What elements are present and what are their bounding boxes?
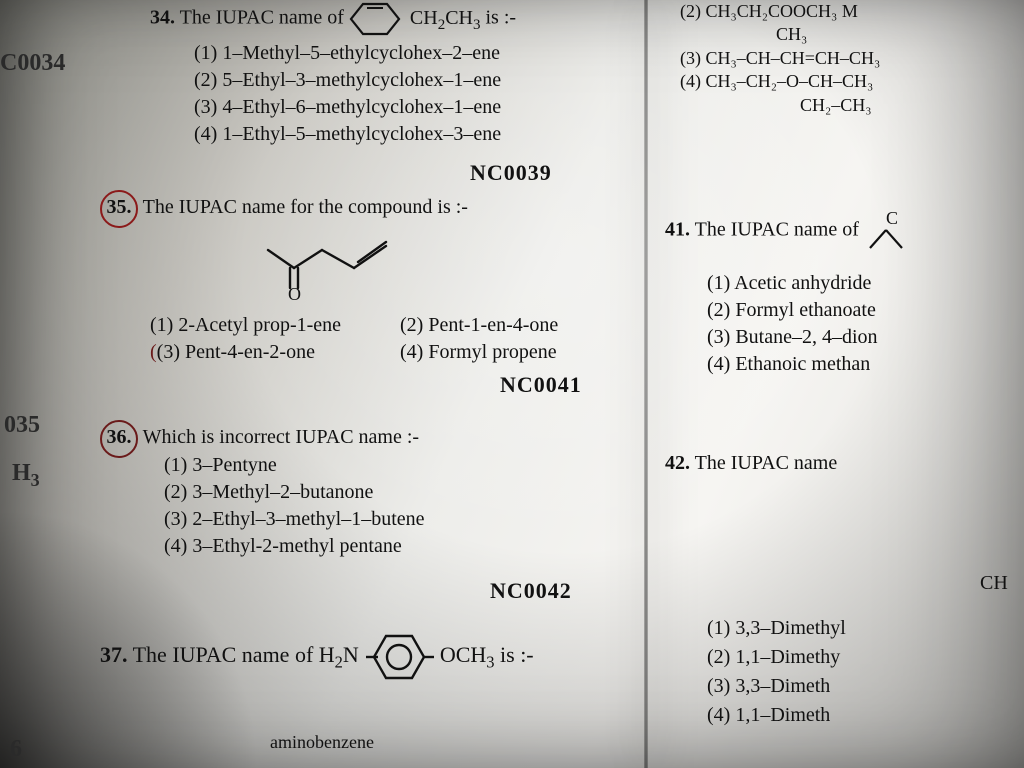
q35-opt4: (4) Formyl propene (400, 339, 558, 366)
q41-opt4: (4) Ethanoic methan (707, 351, 1024, 378)
och3-sub: 3 (486, 652, 494, 671)
q35-opts-right: (2) Pent-1-en-4-one (4) Formyl propene (400, 312, 558, 366)
q35-skeletal: O (260, 222, 410, 300)
q35-opt3-text: (3) Pent-4-en-2-one (157, 341, 315, 363)
q35-num-circle: 35. (100, 190, 138, 228)
q37-right-group: OCH3 (440, 642, 500, 667)
rt-opt3: (3) CH₃–CH–CH=CH–CH₃ (680, 47, 1020, 70)
margin-code-3: H3 (12, 460, 40, 491)
q34-hexagon (349, 0, 405, 38)
q36-stem: Which is incorrect IUPAC name :- (143, 426, 419, 448)
q34-stem-after: is :- (485, 7, 516, 29)
margin-code-4: 6 (10, 736, 22, 763)
h2-sub: 2 (335, 652, 343, 671)
q37-num: 37. (100, 642, 128, 667)
q41: 41. The IUPAC name of C (665, 210, 1024, 252)
o-label: O (288, 284, 301, 300)
q37-left-group: H2N (319, 642, 365, 667)
q41-frag: C (864, 210, 904, 252)
q34: 34. The IUPAC name of CH2CH3 is :- (150, 0, 670, 38)
rt-opt2: (2) CH₃CH₂COOCH₃ M (680, 0, 1020, 23)
right-top-opts: (2) CH₃CH₂COOCH₃ M CH₃ (3) CH₃–CH–CH=CH–… (680, 0, 1020, 117)
q34-ch2ch3: CH2CH3 (410, 7, 486, 29)
och-label: OCH (440, 642, 486, 667)
q34-code: NC0039 (470, 158, 552, 188)
rt-opt4: (4) CH₃–CH₂–O–CH–CH₃ (680, 70, 1020, 93)
q34-options: (1) 1–Methyl–5–ethylcyclohex–2–ene (2) 5… (130, 40, 694, 148)
q35-opt1: (1) 2-Acetyl prop-1-ene (150, 312, 341, 339)
q37-stem-before: The IUPAC name of (133, 642, 314, 667)
q42-num: 42. (665, 452, 690, 474)
q34-num: 34. (150, 7, 175, 29)
q36-opt4: (4) 3–Ethyl-2-methyl pentane (164, 533, 684, 560)
q34-opt1: (1) 1–Methyl–5–ethylcyclohex–2–ene (194, 40, 694, 67)
q42-stem: The IUPAC name (695, 452, 838, 474)
h-label: H (12, 460, 31, 486)
q41-opt2: (2) Formyl ethanoate (707, 297, 1024, 324)
q34-opt3: (3) 4–Ethyl–6–methylcyclohex–1–ene (194, 94, 694, 121)
q35-opts-left: (1) 2-Acetyl prop-1-ene ((3) Pent-4-en-2… (150, 312, 341, 366)
page: C0034 035 H3 6 34. The IUPAC name of CH2… (0, 0, 1024, 768)
q42-options: (1) 3,3–Dimethyl (2) 1,1–Dimethy (3) 3,3… (665, 614, 1024, 730)
q37-below: aminobenzene (270, 730, 374, 754)
n-label: N (343, 642, 359, 667)
q34-opt2: (2) 5–Ethyl–3–methylcyclohex–1–ene (194, 67, 694, 94)
q34-opt4: (4) 1–Ethyl–5–methylcyclohex–3–ene (194, 121, 694, 148)
q42-opt2: (2) 1,1–Dimethy (707, 643, 1024, 672)
q36-options: (1) 3–Pentyne (2) 3–Methyl–2–butanone (3… (100, 452, 684, 560)
svg-text:C: C (886, 210, 898, 228)
rt-ch2ch3: CH₂–CH₃ (680, 94, 1020, 117)
q42-opt1: (1) 3,3–Dimethyl (707, 614, 1024, 643)
ch-sub-2: 3 (473, 17, 481, 33)
q42-ch: CH (980, 570, 1008, 597)
q35-penmark: ( (150, 341, 157, 363)
h-label: H (319, 642, 335, 667)
ch-label-2: CH (445, 7, 473, 29)
q41-num: 41. (665, 219, 690, 241)
q35-opt3: ((3) Pent-4-en-2-one (150, 339, 341, 366)
q41-opt1: (1) Acetic anhydride (707, 270, 1024, 297)
q35-stem: The IUPAC name for the compound is :- (143, 196, 468, 218)
q37-stem-after: is :- (500, 642, 534, 667)
q42-opt4: (4) 1,1–Dimeth (707, 701, 1024, 730)
ch-label-1: CH (410, 7, 438, 29)
q36-code: NC0042 (490, 576, 572, 606)
margin-code-2: 035 (4, 412, 40, 439)
q35-opt2: (2) Pent-1-en-4-one (400, 312, 558, 339)
q37: 37. The IUPAC name of H2N OCH3 is :- (100, 630, 740, 684)
q34-stem-before: The IUPAC name of (180, 7, 344, 29)
q36-opt1: (1) 3–Pentyne (164, 452, 684, 479)
q42: 42. The IUPAC name (665, 450, 1024, 477)
q41-stem: The IUPAC name of (695, 219, 859, 241)
q36-opt2: (2) 3–Methyl–2–butanone (164, 479, 684, 506)
q37-benzene (364, 630, 434, 684)
margin-code-1: C0034 (0, 50, 65, 77)
q41-opt3: (3) Butane–2, 4–dion (707, 324, 1024, 351)
rt-ch3: CH₃ (680, 23, 1020, 46)
q42-opt3: (3) 3,3–Dimeth (707, 672, 1024, 701)
q35-code: NC0041 (500, 370, 582, 400)
q36-opt3: (3) 2–Ethyl–3–methyl–1–butene (164, 506, 684, 533)
q41-options: (1) Acetic anhydride (2) Formyl ethanoat… (665, 270, 1024, 378)
h3-sub: 3 (31, 470, 40, 490)
